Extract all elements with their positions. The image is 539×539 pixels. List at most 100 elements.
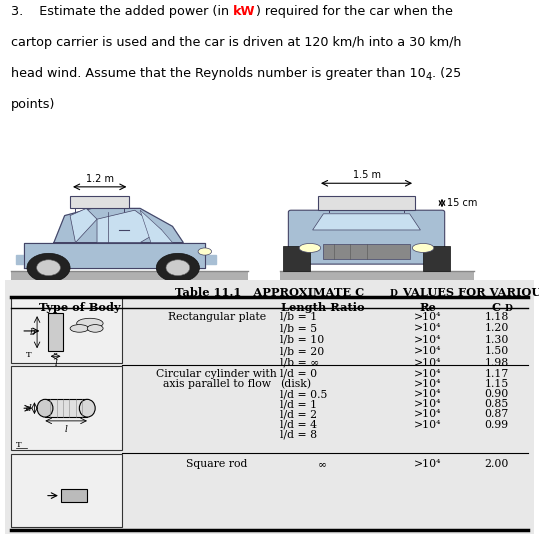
Bar [61, 489, 87, 502]
Text: l/d = 1: l/d = 1 [280, 399, 317, 409]
Text: . (25: . (25 [432, 67, 461, 80]
Text: l/d = 8: l/d = 8 [280, 430, 317, 440]
Text: >10⁴: >10⁴ [414, 419, 441, 430]
Ellipse shape [37, 399, 53, 417]
Bar [11, 271, 248, 280]
Circle shape [37, 260, 60, 275]
Text: d: d [26, 404, 32, 413]
Circle shape [156, 253, 199, 282]
Ellipse shape [412, 244, 434, 252]
Bar [283, 246, 310, 271]
Text: T: T [16, 441, 22, 449]
Bar [47, 313, 64, 351]
Bar [45, 399, 87, 417]
Text: 3.    Estimate the added power (in: 3. Estimate the added power (in [11, 5, 233, 18]
Text: >10⁴: >10⁴ [414, 323, 441, 333]
Circle shape [27, 253, 70, 282]
Text: ∞: ∞ [318, 459, 327, 469]
Text: 0.87: 0.87 [485, 410, 509, 419]
Polygon shape [70, 209, 97, 243]
Text: (disk): (disk) [280, 379, 311, 389]
Text: Length Ratio: Length Ratio [280, 302, 364, 313]
Ellipse shape [77, 318, 103, 328]
Text: 1.18: 1.18 [485, 312, 509, 322]
Circle shape [166, 260, 190, 275]
Text: 1.20: 1.20 [485, 323, 509, 333]
Text: >10⁴: >10⁴ [414, 399, 441, 409]
Text: 15 cm: 15 cm [447, 198, 478, 208]
Polygon shape [313, 214, 420, 230]
Bar [70, 196, 129, 209]
Text: >10⁴: >10⁴ [414, 335, 441, 345]
Text: 0.99: 0.99 [485, 419, 509, 430]
Text: 1.30: 1.30 [485, 335, 509, 345]
Text: l/d = 0.5: l/d = 0.5 [280, 389, 327, 399]
Bar [11, 367, 122, 450]
Text: >10⁴: >10⁴ [414, 459, 441, 469]
Text: Rectangular plate: Rectangular plate [168, 312, 266, 322]
Text: b: b [30, 328, 36, 337]
Text: l: l [54, 359, 57, 368]
Text: 1.5 m: 1.5 m [353, 170, 381, 181]
Bar [280, 271, 474, 280]
Text: 2.00: 2.00 [485, 459, 509, 469]
Text: C: C [492, 302, 500, 313]
Text: D: D [505, 303, 513, 313]
Text: 1.15: 1.15 [485, 379, 509, 389]
Text: Circular cylinder with: Circular cylinder with [156, 369, 277, 379]
Ellipse shape [299, 244, 321, 252]
Bar [318, 196, 415, 210]
Text: l/b = 1: l/b = 1 [280, 312, 317, 322]
Polygon shape [24, 243, 205, 268]
Bar [11, 454, 122, 527]
Text: points): points) [11, 98, 55, 112]
Text: >10⁴: >10⁴ [414, 312, 441, 322]
Text: 0.90: 0.90 [485, 389, 509, 399]
Text: 1.50: 1.50 [485, 346, 509, 356]
FancyBboxPatch shape [288, 210, 445, 264]
Bar [11, 297, 122, 363]
Text: T: T [26, 351, 32, 359]
Text: >10⁴: >10⁴ [414, 346, 441, 356]
Polygon shape [54, 209, 183, 243]
Text: l/b = ∞: l/b = ∞ [280, 357, 319, 368]
Polygon shape [97, 210, 162, 243]
Text: VALUES FOR VARIOUS BODIES: VALUES FOR VARIOUS BODIES [399, 287, 539, 298]
Text: 1.2 m: 1.2 m [86, 174, 114, 184]
Polygon shape [205, 255, 216, 264]
Text: >10⁴: >10⁴ [414, 410, 441, 419]
Text: l/d = 2: l/d = 2 [280, 410, 317, 419]
Bar [323, 244, 410, 259]
Polygon shape [16, 255, 24, 264]
Text: kW: kW [233, 5, 255, 18]
Text: Re: Re [419, 302, 437, 313]
Bar [423, 246, 450, 271]
Text: l/b = 5: l/b = 5 [280, 323, 317, 333]
Text: ) required for the car when the: ) required for the car when the [255, 5, 452, 18]
Text: 0.85: 0.85 [485, 399, 509, 409]
Ellipse shape [70, 324, 88, 332]
Text: Type of Body: Type of Body [38, 302, 120, 313]
Text: 1.17: 1.17 [485, 369, 509, 379]
Text: D: D [390, 289, 398, 298]
Ellipse shape [79, 399, 95, 417]
Text: >10⁴: >10⁴ [414, 357, 441, 368]
Text: >10⁴: >10⁴ [414, 389, 441, 399]
Ellipse shape [87, 324, 103, 332]
Text: cartop carrier is used and the car is driven at 120 km/h into a 30 km/h: cartop carrier is used and the car is dr… [11, 36, 461, 49]
Text: l/d = 0: l/d = 0 [280, 369, 317, 379]
Text: l: l [65, 425, 67, 434]
Text: l/d = 4: l/d = 4 [280, 419, 317, 430]
Polygon shape [140, 210, 172, 243]
Text: 4: 4 [425, 72, 432, 82]
Text: head wind. Assume that the Reynolds number is greater than 10: head wind. Assume that the Reynolds numb… [11, 67, 425, 80]
Text: >10⁴: >10⁴ [414, 369, 441, 379]
Text: axis parallel to flow: axis parallel to flow [163, 379, 271, 389]
Text: >10⁴: >10⁴ [414, 379, 441, 389]
Ellipse shape [198, 248, 211, 255]
Text: l/b = 10: l/b = 10 [280, 335, 324, 345]
Text: 1.98: 1.98 [485, 357, 509, 368]
Text: Table 11.1   APPROXIMATE C: Table 11.1 APPROXIMATE C [175, 287, 364, 298]
Text: Square rod: Square rod [186, 459, 247, 469]
Text: l/b = 20: l/b = 20 [280, 346, 324, 356]
